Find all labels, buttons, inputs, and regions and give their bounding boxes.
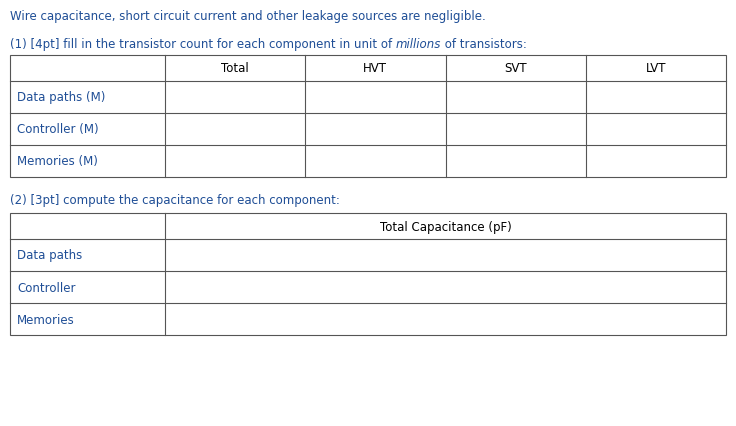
Text: Wire capacitance, short circuit current and other leakage sources are negligible: Wire capacitance, short circuit current … bbox=[10, 10, 486, 23]
Text: LVT: LVT bbox=[645, 62, 666, 75]
Text: (2) [3pt] compute the capacitance for each component:: (2) [3pt] compute the capacitance for ea… bbox=[10, 193, 340, 207]
Text: Controller (M): Controller (M) bbox=[17, 123, 99, 136]
Bar bbox=[10, 213, 726, 335]
Text: HVT: HVT bbox=[364, 62, 387, 75]
Text: SVT: SVT bbox=[504, 62, 527, 75]
Text: Total: Total bbox=[222, 62, 249, 75]
Text: Total Capacitance (pF): Total Capacitance (pF) bbox=[380, 220, 512, 233]
Text: Memories: Memories bbox=[17, 313, 75, 326]
Text: Controller: Controller bbox=[17, 281, 76, 294]
Text: of transistors:: of transistors: bbox=[442, 38, 527, 51]
Text: (1) [4pt] fill in the transistor count for each component in unit of: (1) [4pt] fill in the transistor count f… bbox=[10, 38, 396, 51]
Text: Data paths (M): Data paths (M) bbox=[17, 91, 105, 104]
Bar bbox=[10, 56, 726, 178]
Text: Data paths: Data paths bbox=[17, 249, 82, 262]
Text: millions: millions bbox=[396, 38, 442, 51]
Text: Memories (M): Memories (M) bbox=[17, 155, 98, 168]
